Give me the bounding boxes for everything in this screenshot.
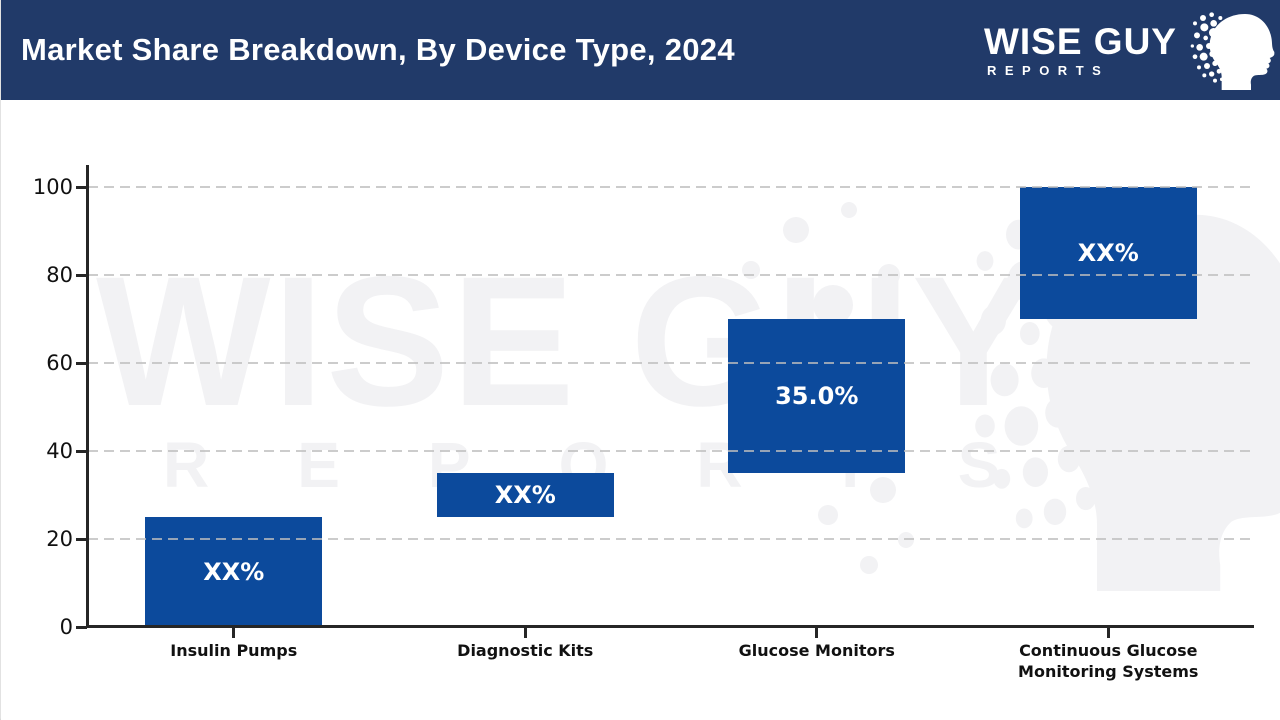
header: Market Share Breakdown, By Device Type, … xyxy=(1,0,1280,100)
gridline xyxy=(88,186,1254,188)
brand-dots xyxy=(1190,12,1225,83)
gridline xyxy=(88,538,1254,540)
y-tick xyxy=(76,186,87,189)
brand-text: WISE GUY REPORTS xyxy=(984,23,1177,77)
x-tick-label: Insulin Pumps xyxy=(170,641,298,660)
x-tick-label: Glucose Monitors xyxy=(738,641,895,660)
gridline xyxy=(88,362,1254,364)
bar-value-label: 35.0% xyxy=(775,382,859,410)
y-tick xyxy=(76,362,87,365)
bar-value-label: XX% xyxy=(203,558,265,586)
brand-wordmark: WISE GUY xyxy=(983,21,1177,62)
y-tick xyxy=(76,450,87,453)
x-tick xyxy=(523,628,527,638)
bar-value-label: XX% xyxy=(1077,239,1139,267)
bar: XX% xyxy=(1019,187,1197,319)
wiseguy-head-icon xyxy=(1190,12,1275,90)
y-tick-label: 100 xyxy=(32,175,73,199)
y-tick-label: 60 xyxy=(46,351,73,375)
x-axis-spine xyxy=(86,625,1254,628)
y-axis-spine xyxy=(86,165,89,628)
brand-sub-wordmark: REPORTS xyxy=(986,63,1110,78)
y-tick-label: 20 xyxy=(46,527,73,551)
bar: XX% xyxy=(436,473,614,517)
x-tick-label: Continuous Glucose Monitoring Systems xyxy=(1018,641,1199,681)
y-tick-label: 40 xyxy=(46,439,73,463)
page-title: Market Share Breakdown, By Device Type, … xyxy=(21,32,735,67)
x-tick-label: Diagnostic Kits xyxy=(457,641,594,660)
brand-logo: WISE GUY REPORTS xyxy=(984,6,1275,94)
x-tick xyxy=(1106,628,1110,638)
bar: 35.0% xyxy=(728,319,906,473)
y-tick xyxy=(76,626,87,629)
y-tick-label: 80 xyxy=(46,263,73,287)
plot-area: XX% XX% 35.0% XX% 0 20 40 60 80 100 Insulin Pumps D… xyxy=(1,100,1280,720)
y-tick xyxy=(76,274,87,277)
gridline xyxy=(88,450,1254,452)
bar-value-label: XX% xyxy=(494,481,556,509)
y-tick-label: 0 xyxy=(59,615,73,639)
x-tick xyxy=(815,628,819,638)
x-tick xyxy=(232,628,236,638)
chart: WISE GUY REPORTS xyxy=(1,100,1280,720)
y-tick xyxy=(76,538,87,541)
bar: XX% xyxy=(145,517,323,627)
gridline xyxy=(88,274,1254,276)
